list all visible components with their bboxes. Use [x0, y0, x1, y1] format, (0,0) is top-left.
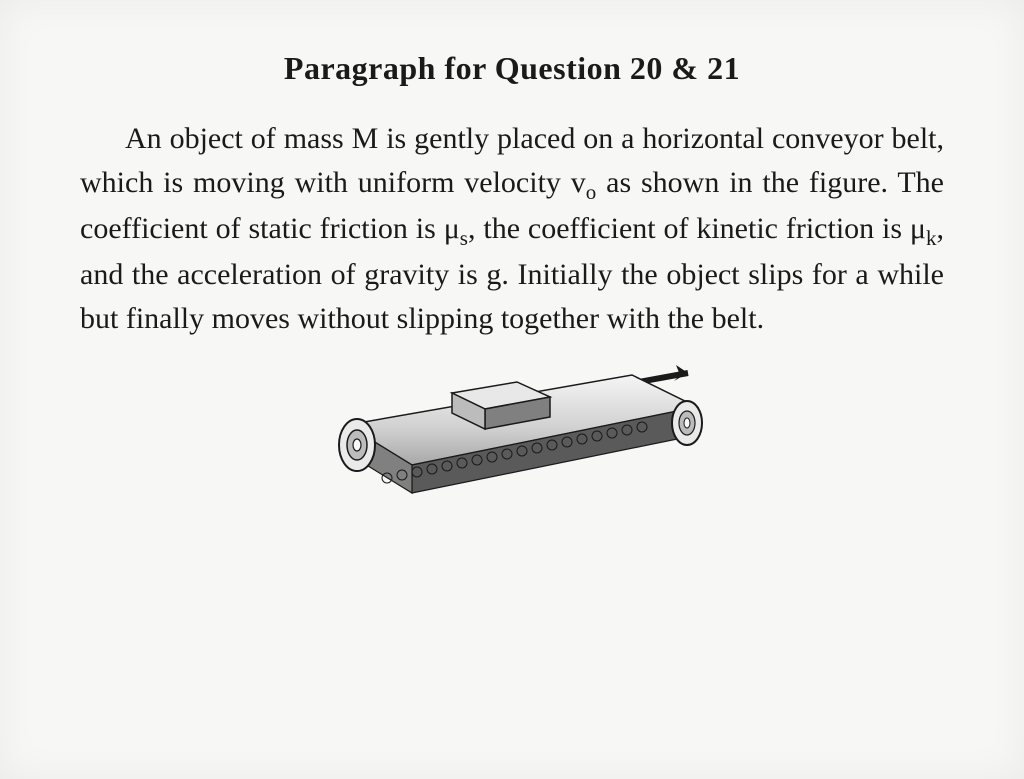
body-sub-s: s	[460, 226, 468, 250]
paragraph-title: Paragraph for Question 20 & 21	[80, 50, 944, 87]
right-roller	[672, 401, 702, 445]
body-seg-4: , the coefficient of kinetic friction is…	[468, 212, 926, 245]
body-sub-o: o	[586, 180, 597, 204]
conveyor-figure	[80, 345, 944, 520]
conveyor-svg	[302, 345, 722, 515]
left-roller	[339, 419, 375, 471]
body-sub-k: k	[926, 226, 937, 250]
physics-page: Paragraph for Question 20 & 21 An object…	[0, 0, 1024, 779]
paragraph-body: An object of mass M is gently placed on …	[80, 117, 944, 340]
